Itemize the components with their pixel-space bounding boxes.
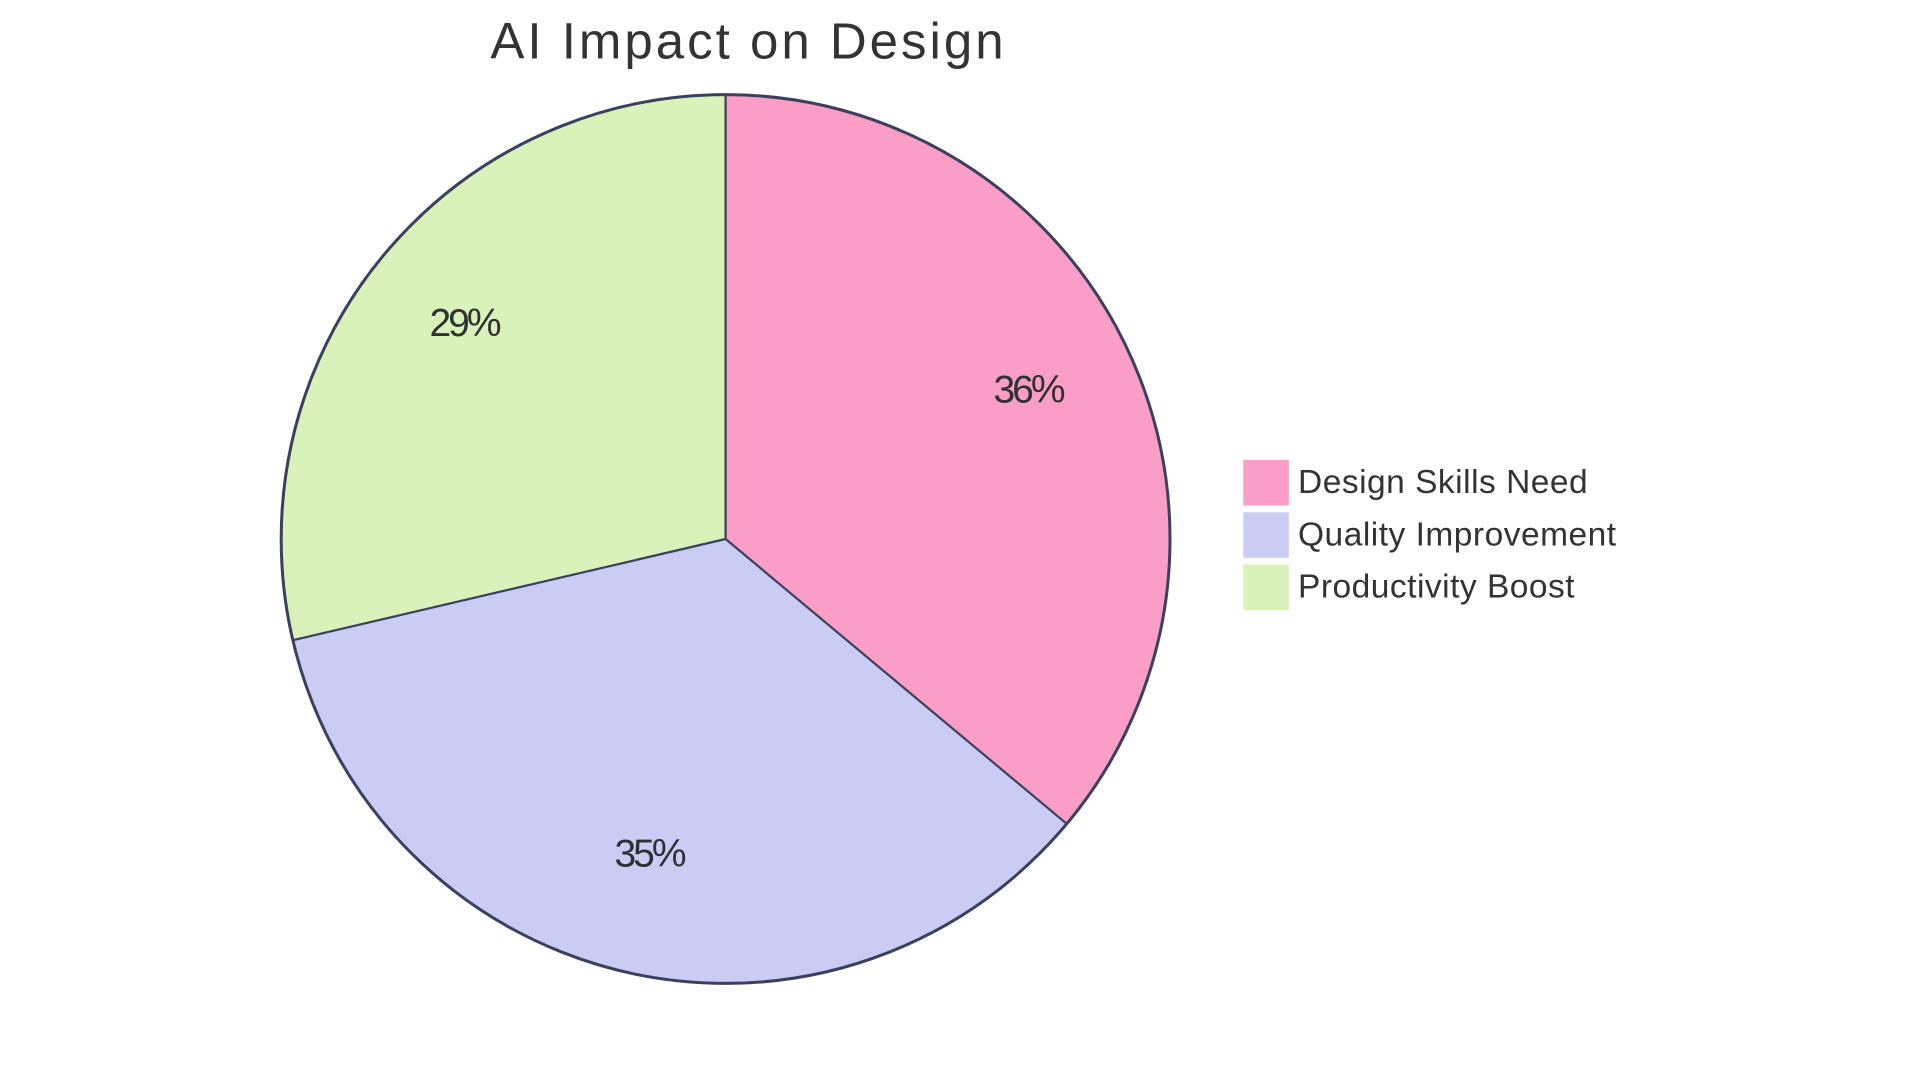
svg-text:AI Impact on Design: AI Impact on Design (490, 13, 1006, 70)
svg-text:36%: 36% (993, 369, 1064, 412)
svg-text:Design Skills Need: Design Skills Need (1298, 464, 1588, 501)
svg-text:Quality Improvement: Quality Improvement (1298, 516, 1617, 553)
svg-text:35%: 35% (614, 832, 685, 875)
svg-text:Productivity Boost: Productivity Boost (1298, 569, 1575, 606)
svg-text:29%: 29% (429, 302, 500, 345)
